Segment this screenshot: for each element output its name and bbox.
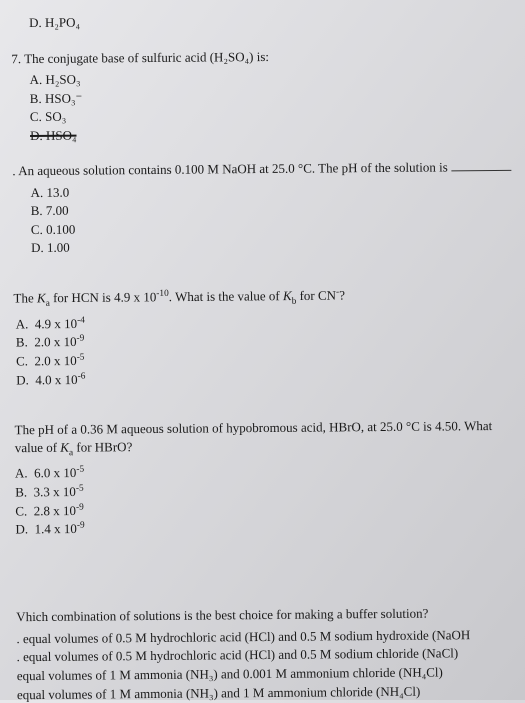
q5-opt-d: D. 1.4 x 10-9 [15, 516, 518, 538]
q3-stem-text: . An aqueous solution contains 0.100 M N… [12, 160, 451, 179]
q2-stem: 7. The conjugate base of sulfuric acid (… [11, 45, 514, 67]
q5: The pH of a 0.36 M aqueous solution of h… [15, 417, 519, 539]
q3-opt-d: D. 1.00 [31, 235, 516, 257]
q1-opt-d: D. H₂PO₄ [29, 10, 514, 32]
q6: Vhich combination of solutions is the be… [16, 604, 520, 703]
q1-remnant: D. H₂PO₄ [11, 10, 514, 32]
q2-stem-text: The conjugate base of sulfuric acid (H₂S… [24, 49, 269, 66]
q2: 7. The conjugate base of sulfuric acid (… [11, 45, 515, 144]
q4: The Ka for HCN is 4.9 x 10-10. What is t… [13, 285, 517, 389]
q6-stem: Vhich combination of solutions is the be… [16, 604, 519, 626]
blank-line [451, 170, 511, 172]
q3-stem: . An aqueous solution contains 0.100 M N… [12, 158, 515, 180]
q3: . An aqueous solution contains 0.100 M N… [12, 158, 516, 257]
q4-stem: The Ka for HCN is 4.9 x 10-10. What is t… [13, 285, 516, 311]
q2-opt-d: D. HSO₄ [30, 123, 515, 145]
q5-stem-l2: value of Ka for HBrO? [15, 434, 518, 460]
q5-stem: The pH of a 0.36 M aqueous solution of h… [15, 417, 518, 460]
q4-opt-d: D. 4.0 x 10-6 [16, 367, 517, 389]
q2-num: 7. [11, 51, 21, 66]
